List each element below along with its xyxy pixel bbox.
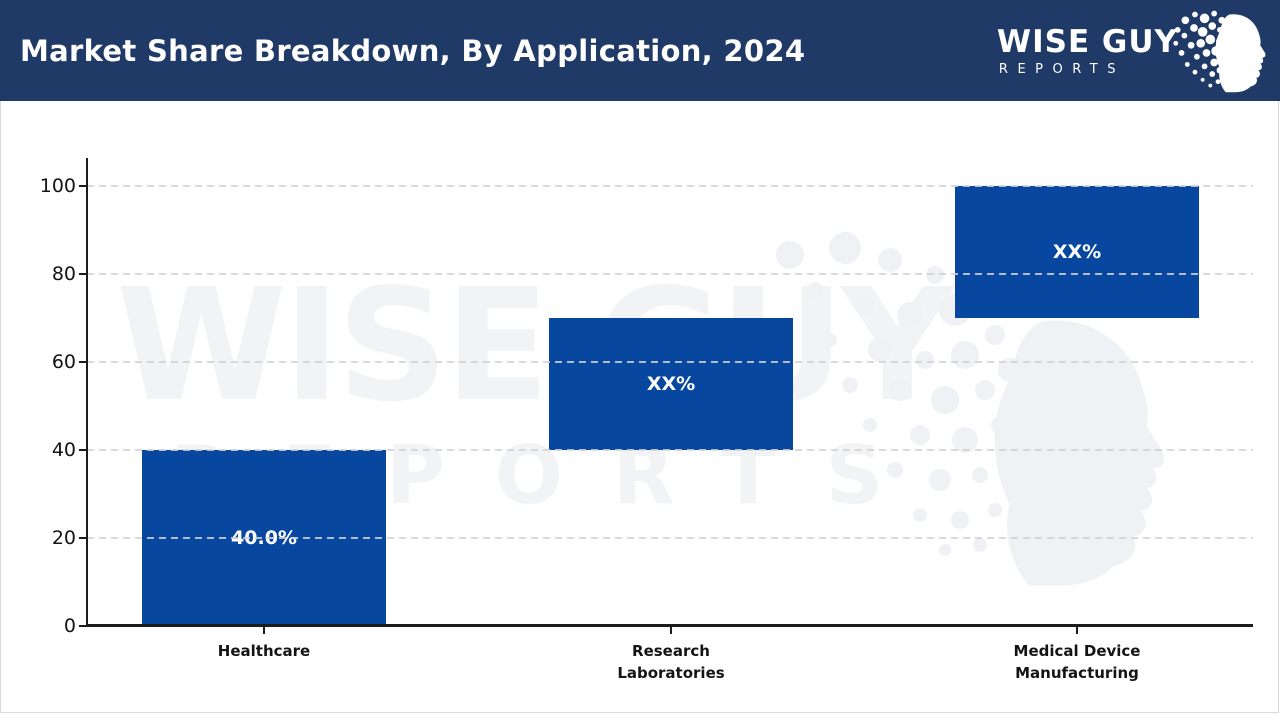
logo-wordmark-block: WISE GUY REPORTS [996, 23, 1178, 77]
wise-guy-reports-logo: WISE GUY REPORTS [997, 6, 1266, 96]
bar-value-label: XX% [1052, 241, 1102, 263]
y-tickmark-60 [79, 361, 87, 363]
y-tick-label-60: 60 [51, 351, 76, 373]
logo-subtitle: REPORTS [998, 61, 1126, 77]
gridline-y-100 [87, 185, 1253, 187]
x-tickmark-3 [1076, 627, 1078, 634]
gridline-y-60 [87, 361, 1253, 363]
chart-title: Market Share Breakdown, By Application, … [20, 33, 806, 68]
x-tick-label-1: Healthcare [217, 642, 311, 660]
dotted-head-icon [1173, 10, 1266, 93]
x-tickmark-1 [263, 627, 265, 634]
bar-value-label: XX% [646, 373, 696, 395]
y-axis-spine [86, 158, 88, 627]
logo-wordmark: WISE GUY [996, 23, 1178, 60]
x-tick-label-3: Medical Device Manufacturing [1013, 642, 1141, 682]
gridline-y-40 [87, 449, 1253, 451]
y-tick-label-0: 0 [63, 615, 76, 637]
x-tickmark-2 [670, 627, 672, 634]
x-axis-line [86, 624, 1253, 627]
header-bar: Market Share Breakdown, By Application, … [0, 0, 1280, 101]
y-tick-label-20: 20 [51, 527, 76, 549]
y-tickmark-80 [79, 273, 87, 275]
bar-3: XX% [955, 186, 1199, 318]
y-tick-label-80: 80 [51, 263, 76, 285]
y-tickmark-20 [79, 537, 87, 539]
y-tick-label-40: 40 [51, 439, 76, 461]
y-tickmark-100 [79, 185, 87, 187]
bar-2: XX% [549, 318, 793, 450]
y-tickmark-40 [79, 449, 87, 451]
x-tick-label-2: Research Laboratories [617, 642, 725, 682]
y-tickmark-0 [79, 625, 87, 627]
y-tick-label-100: 100 [39, 175, 76, 197]
chart-canvas-frame [0, 101, 1279, 713]
gridline-y-80 [87, 273, 1253, 275]
gridline-y-20 [87, 537, 1253, 539]
